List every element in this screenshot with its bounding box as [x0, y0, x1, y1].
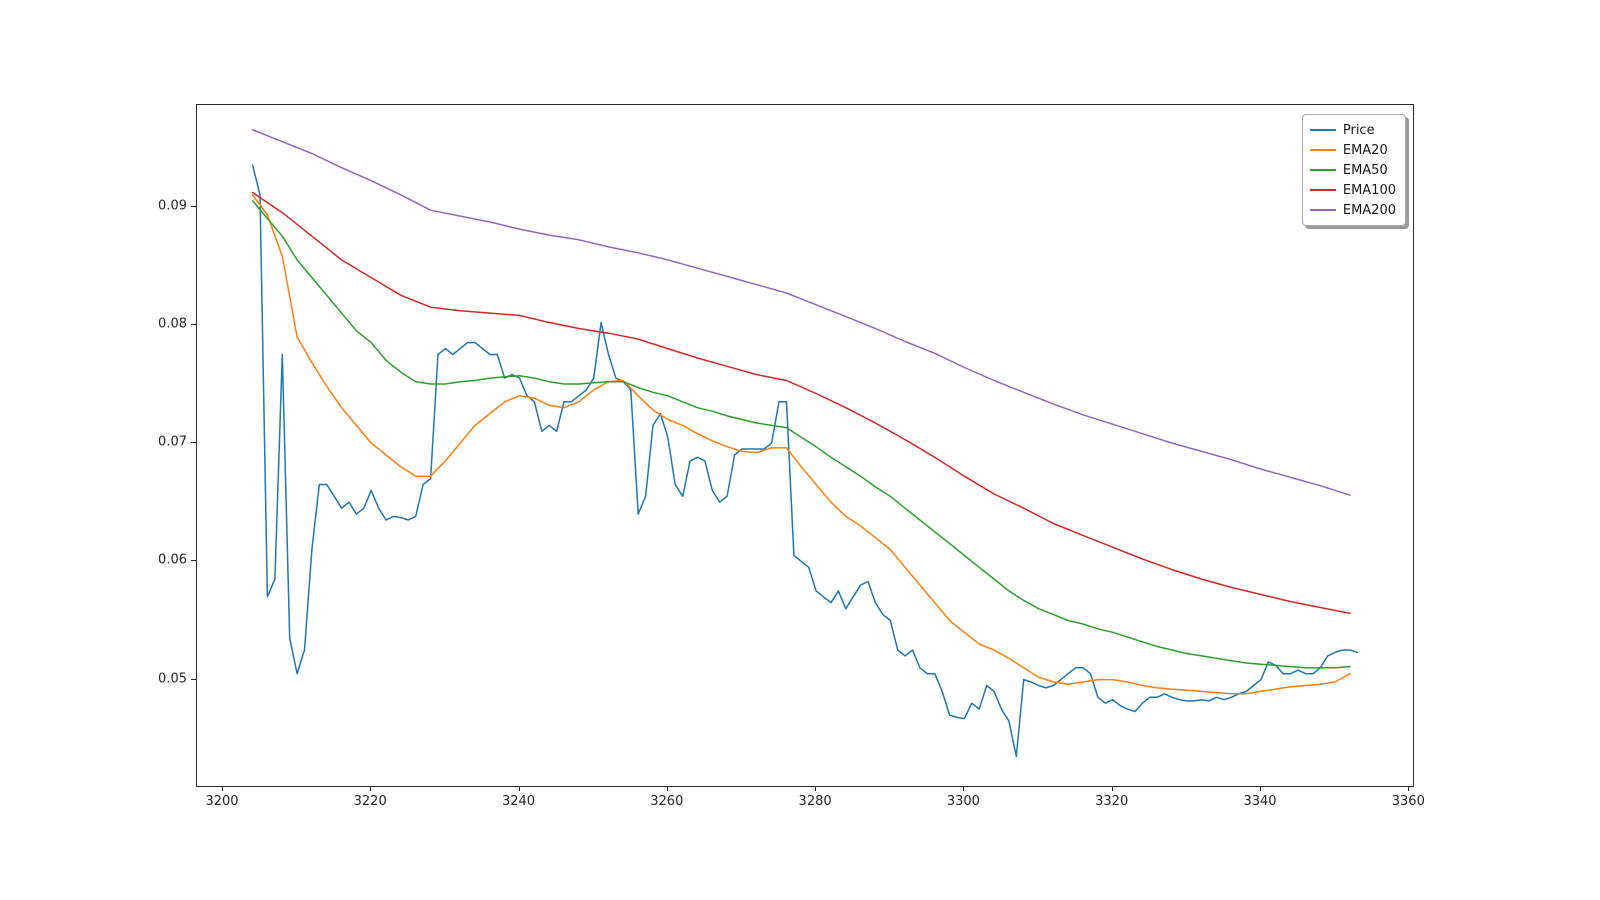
x-tick-mark: [1111, 786, 1113, 791]
series-line-ema200: [251, 129, 1351, 496]
y-tick-label: 0.05: [158, 671, 187, 687]
x-tick-label: 3260: [650, 794, 684, 809]
legend-entry-ema100: EMA100: [1309, 180, 1396, 200]
plot-area: Price EMA20 EMA50 EMA100 EMA200: [196, 104, 1414, 787]
x-tick-label: 3220: [353, 794, 387, 809]
legend-line-icon: [1309, 209, 1336, 211]
legend-label: Price: [1342, 122, 1375, 138]
series-line-price: [251, 164, 1359, 758]
x-tick-label: 3360: [1391, 794, 1425, 809]
x-tick-mark: [666, 786, 668, 791]
legend-label: EMA200: [1342, 202, 1396, 218]
y-tick-mark: [191, 323, 196, 325]
y-tick-mark: [191, 560, 196, 562]
x-tick-mark: [815, 786, 817, 791]
x-tick-label: 3240: [501, 794, 536, 809]
legend-entry-ema20: EMA20: [1309, 140, 1396, 160]
y-tick-label: 0.08: [158, 316, 187, 332]
series-line-ema20: [251, 194, 1351, 695]
x-tick-label: 3320: [1095, 794, 1129, 809]
legend-entry-ema50: EMA50: [1309, 160, 1396, 180]
x-tick-mark: [1408, 786, 1410, 791]
x-tick-mark: [222, 786, 223, 791]
legend-entry-price: Price: [1309, 120, 1396, 140]
legend-entry-ema200: EMA200: [1309, 200, 1396, 220]
x-tick-label: 3280: [798, 794, 832, 809]
y-tick-mark: [191, 442, 196, 444]
x-tick-label: 3340: [1243, 794, 1277, 809]
y-tick-label: 0.07: [158, 434, 187, 450]
legend-line-icon: [1309, 169, 1336, 171]
y-tick-mark: [191, 678, 196, 680]
y-tick-label: 0.06: [158, 552, 187, 568]
x-tick-mark: [963, 786, 965, 791]
series-line-ema50: [251, 200, 1351, 669]
legend: Price EMA20 EMA50 EMA100 EMA200: [1301, 114, 1406, 226]
legend-label: EMA20: [1342, 142, 1388, 158]
x-tick-mark: [370, 786, 372, 791]
x-tick-mark: [518, 786, 520, 791]
chart-canvas: [251, 129, 1359, 758]
legend-line-icon: [1309, 129, 1336, 131]
legend-label: EMA50: [1342, 162, 1388, 178]
x-tick-label: 3300: [946, 794, 980, 809]
legend-line-icon: [1309, 189, 1336, 191]
x-tick-mark: [1260, 786, 1261, 791]
y-tick-label: 0.09: [158, 198, 187, 214]
legend-line-icon: [1309, 149, 1336, 151]
legend-label: EMA100: [1342, 182, 1396, 198]
series-line-ema100: [251, 191, 1351, 615]
x-tick-label: 3200: [205, 794, 239, 809]
y-tick-mark: [191, 205, 196, 207]
